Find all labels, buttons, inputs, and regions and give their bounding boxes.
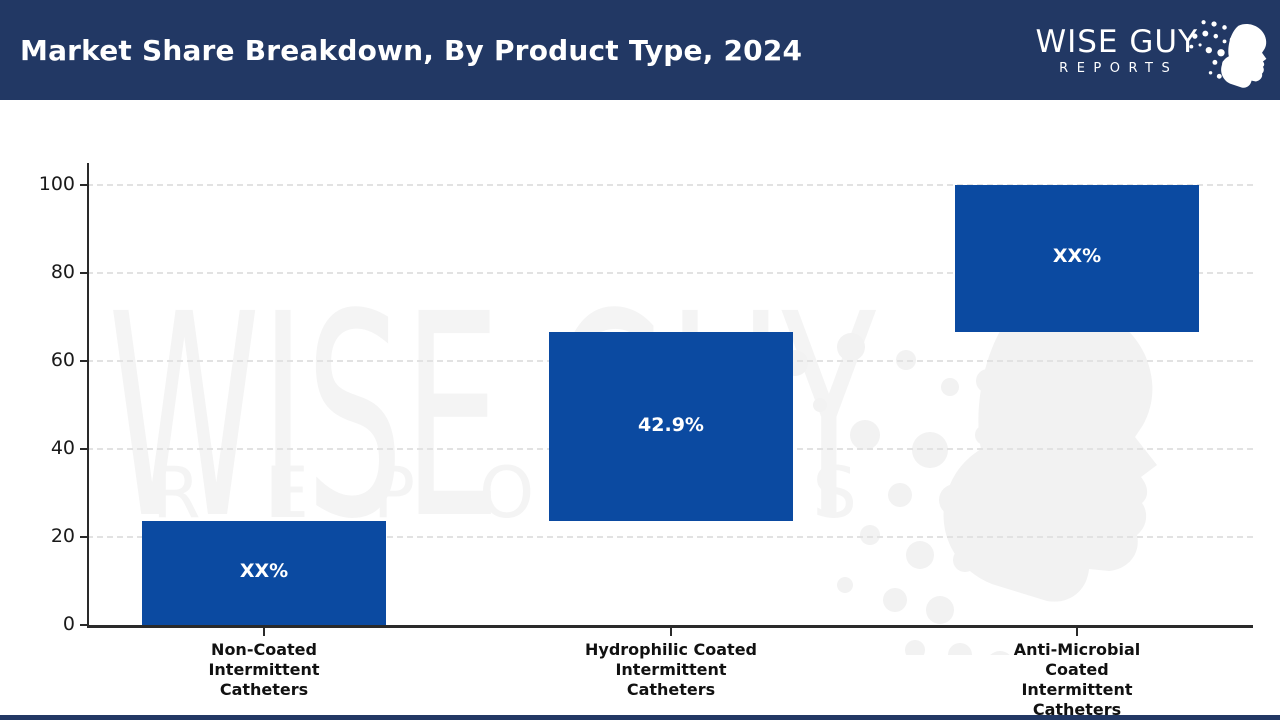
bar-value-label: XX% bbox=[239, 560, 289, 583]
gridline bbox=[87, 271, 1253, 274]
y-axis-tick bbox=[80, 624, 87, 626]
category-label: Non-Coated Intermittent Catheters bbox=[134, 640, 394, 700]
footer-accent-bar bbox=[0, 715, 1280, 720]
category-label-line: Intermittent bbox=[615, 660, 727, 679]
y-axis bbox=[87, 163, 89, 627]
category-label-line: Intermittent bbox=[1021, 680, 1133, 699]
y-axis-tick-label: 0 bbox=[62, 613, 75, 635]
logo-wiseguy-text: WISE GUY bbox=[1035, 24, 1198, 61]
y-axis-tick-label: 40 bbox=[50, 436, 75, 459]
y-axis-tick-label: 100 bbox=[38, 172, 75, 195]
category-label-line: Catheters bbox=[219, 680, 309, 699]
bar-segment bbox=[549, 332, 793, 522]
category-label-line: Catheters bbox=[1032, 700, 1122, 719]
y-axis-tick bbox=[80, 535, 87, 538]
category-label: Anti-Microbial Coated Intermittent Catheter… bbox=[947, 640, 1207, 720]
header-banner: Market Share Breakdown, By Product Type,… bbox=[0, 0, 1280, 100]
y-axis-tick bbox=[80, 271, 87, 274]
y-axis-tick-label: 80 bbox=[50, 260, 75, 283]
y-axis-tick bbox=[80, 359, 87, 362]
x-axis-tick bbox=[1076, 628, 1078, 636]
logo-text: WISE GUY REPORTS bbox=[1035, 26, 1198, 76]
x-axis-tick bbox=[670, 628, 672, 636]
y-axis-tick-label: 60 bbox=[50, 348, 75, 371]
category-label-line: Anti-Microbial bbox=[1013, 640, 1141, 659]
category-label-line: Coated bbox=[1045, 660, 1109, 679]
page-title: Market Share Breakdown, By Product Type,… bbox=[20, 33, 803, 67]
gridline bbox=[87, 535, 1253, 538]
bar-value-label: 42.9% bbox=[638, 413, 704, 436]
x-axis bbox=[87, 625, 1253, 628]
y-axis-tick-label: 20 bbox=[50, 524, 75, 547]
y-axis-tick bbox=[80, 183, 87, 186]
logo-reports-text: REPORTS bbox=[1059, 60, 1179, 76]
x-axis-tick bbox=[263, 628, 265, 636]
chart-area: 0 20 40 60 80 100 XX% 42.9% XX% Non-Coated Intermi… bbox=[0, 100, 1280, 720]
bar-segment bbox=[142, 521, 386, 625]
bar-value-label: XX% bbox=[1052, 245, 1102, 268]
gridline bbox=[87, 183, 1253, 186]
y-axis-tick bbox=[80, 447, 87, 450]
category-label-line: Non-Coated bbox=[211, 640, 317, 659]
category-label: Hydrophilic Coated Intermittent Catheters bbox=[541, 640, 801, 700]
category-label-line: Hydrophilic Coated bbox=[585, 640, 757, 659]
logo-head-dots-icon bbox=[1189, 20, 1267, 88]
category-label-line: Intermittent bbox=[208, 660, 320, 679]
category-label-line: Catheters bbox=[626, 680, 716, 699]
wise-guy-reports-logo: WISE GUY REPORTS bbox=[1035, 10, 1272, 92]
